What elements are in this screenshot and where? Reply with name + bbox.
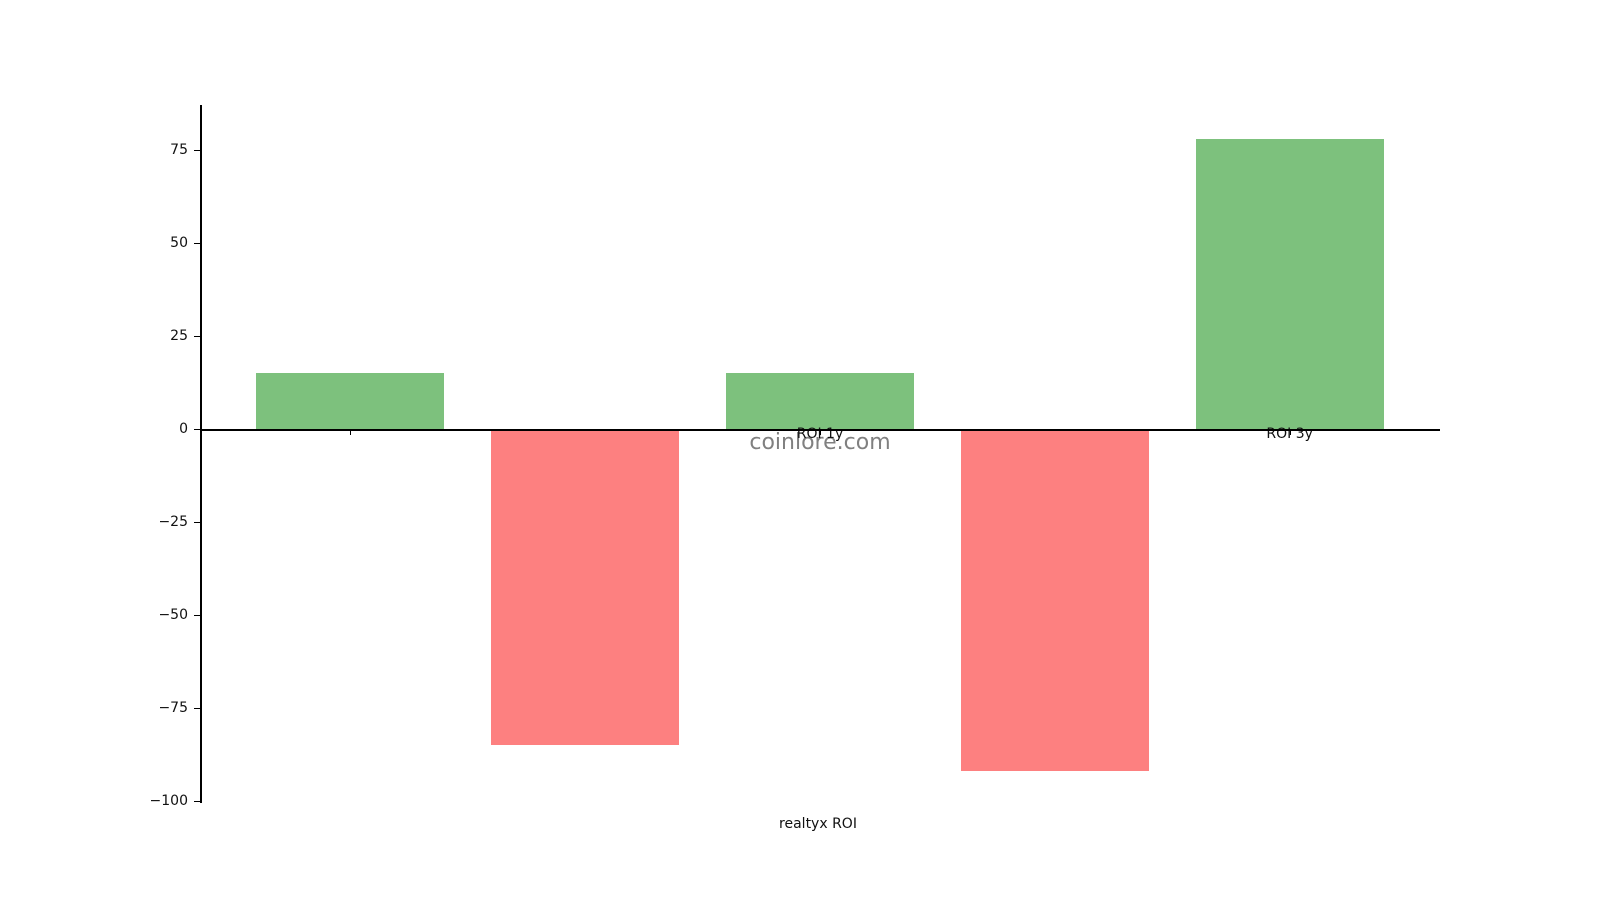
bar-2-positive [726,373,914,430]
x-axis-title: realtyx ROI [779,816,857,832]
y-tick-label-5: −50 [158,606,188,623]
y-tick-label-7: −100 [149,792,188,809]
y-tick-mark-4 [194,522,200,524]
x-tick-mark-2 [1289,429,1291,436]
x-tick-mark-1 [820,429,821,436]
y-tick-label-3: 0 [179,421,188,438]
y-tick-label-1: 50 [170,235,188,252]
bar-0-positive [256,373,445,430]
y-tick-mark-0 [194,150,200,152]
y-tick-mark-6 [194,707,200,709]
y-tick-label-4: −25 [158,514,188,531]
y-tick-mark-7 [194,800,200,802]
x-tick-mark-0 [350,429,352,436]
y-axis-line [200,105,202,803]
bar-1-negative [491,429,680,745]
y-tick-mark-3 [194,429,200,431]
y-tick-mark-2 [194,336,200,338]
y-tick-label-0: 75 [170,142,188,159]
y-tick-mark-5 [194,614,200,616]
y-tick-label-2: 25 [170,328,188,345]
bar-4-positive [1195,139,1384,430]
x-axis-line [200,429,1440,431]
y-tick-mark-1 [194,243,200,245]
y-tick-label-6: −75 [158,699,188,716]
bar-3-negative [960,429,1149,772]
